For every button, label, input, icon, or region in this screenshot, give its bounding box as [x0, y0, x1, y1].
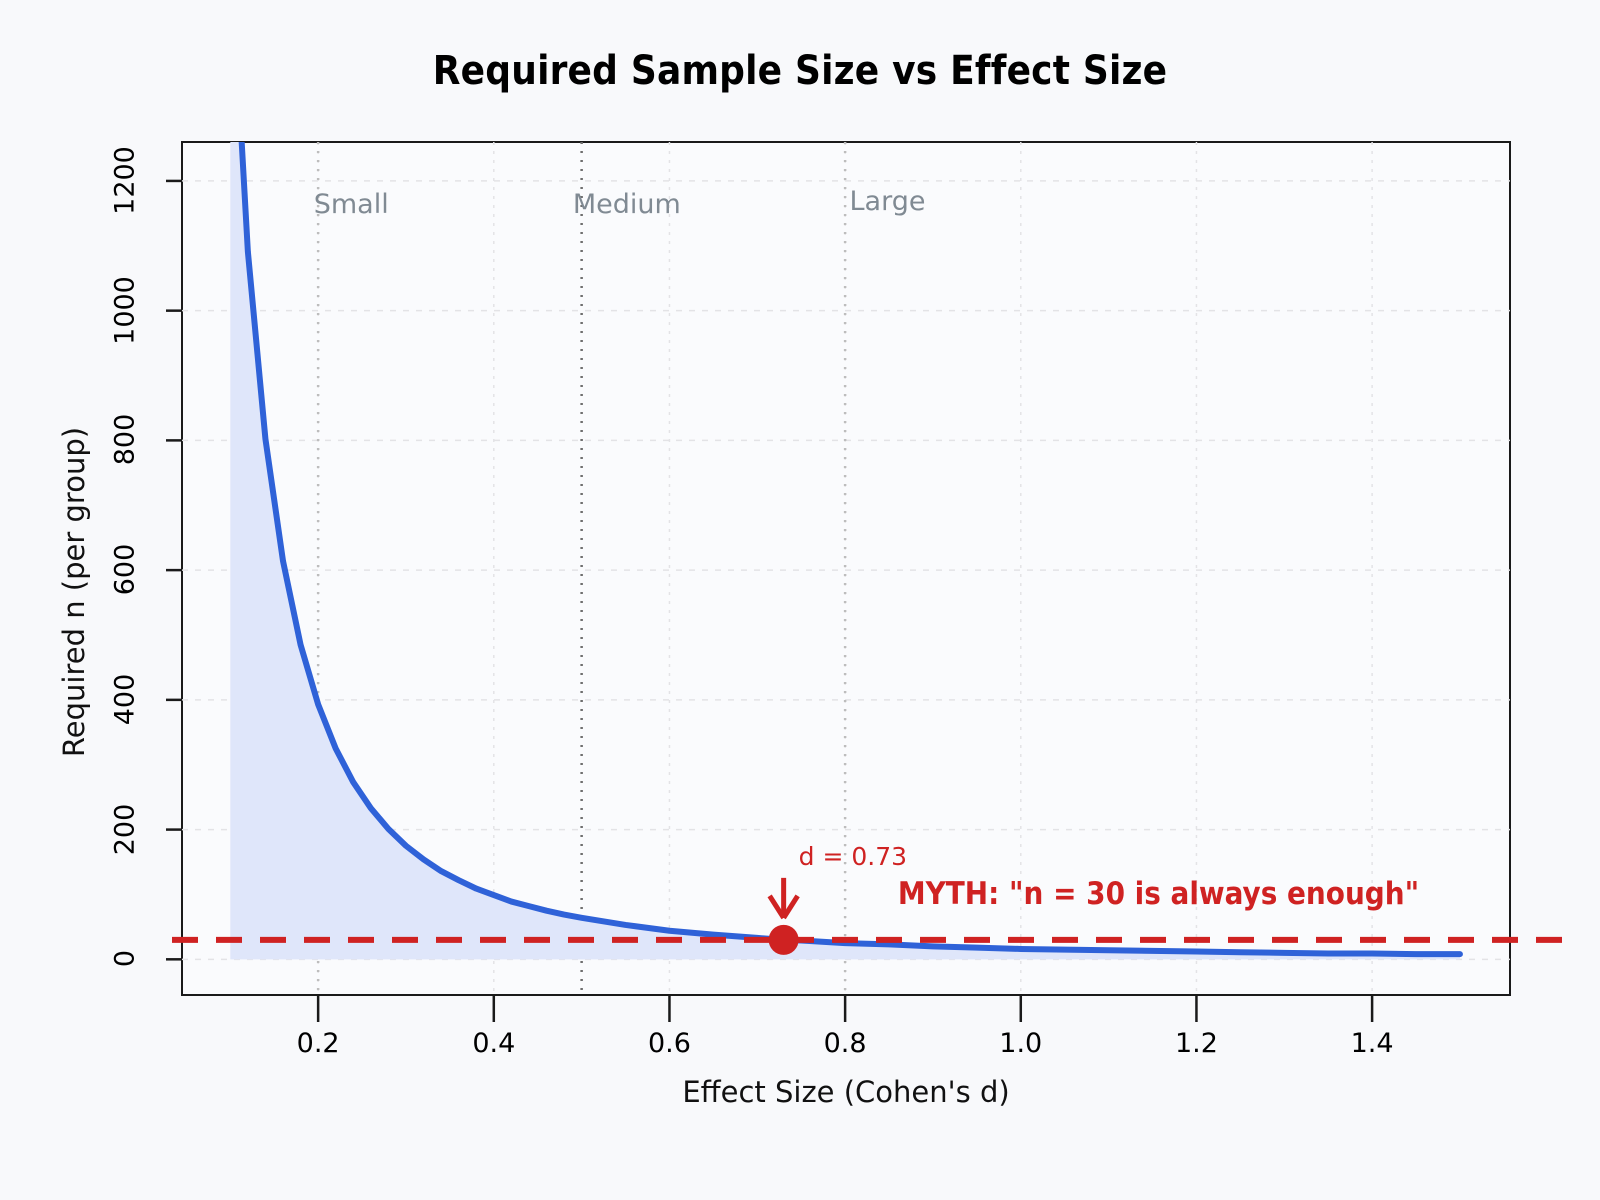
- gridlines: [182, 142, 1510, 995]
- chart-title: Required Sample Size vs Effect Size: [432, 48, 1168, 94]
- highlight-point-marker: [767, 877, 800, 955]
- region-label: Medium: [572, 188, 681, 220]
- y-tick-label: 0: [109, 950, 141, 968]
- x-tick-label: 1.4: [1350, 1028, 1394, 1059]
- y-tick-label: 400: [109, 673, 141, 726]
- x-tick-label: 0.4: [472, 1028, 516, 1059]
- x-tick-label: 1.2: [1174, 1028, 1218, 1059]
- region-label: Small: [313, 188, 389, 220]
- y-tick-label: 1200: [109, 146, 141, 215]
- x-tick-label: 0.8: [823, 1028, 867, 1059]
- axis-ticks: [166, 179, 1374, 1022]
- y-axis-title: Required n (per group): [57, 426, 91, 758]
- x-tick-label: 0.2: [296, 1028, 340, 1059]
- myth-annotation: MYTH: "n = 30 is always enough": [897, 875, 1420, 912]
- highlight-point-label: d = 0.73: [798, 841, 907, 871]
- x-tick-label: 0.6: [647, 1028, 691, 1059]
- x-tick-label: 1.0: [999, 1028, 1043, 1059]
- y-tick-label: 600: [109, 543, 141, 596]
- y-tick-label: 800: [109, 414, 141, 466]
- x-axis-title: Effect Size (Cohen's d): [682, 1075, 1010, 1109]
- y-tick-label: 200: [109, 803, 141, 855]
- sample-size-curve: [238, 142, 1463, 958]
- y-tick-label: 1000: [109, 275, 141, 345]
- region-label: Large: [849, 185, 926, 217]
- curve-fill-area: [230, 142, 1460, 960]
